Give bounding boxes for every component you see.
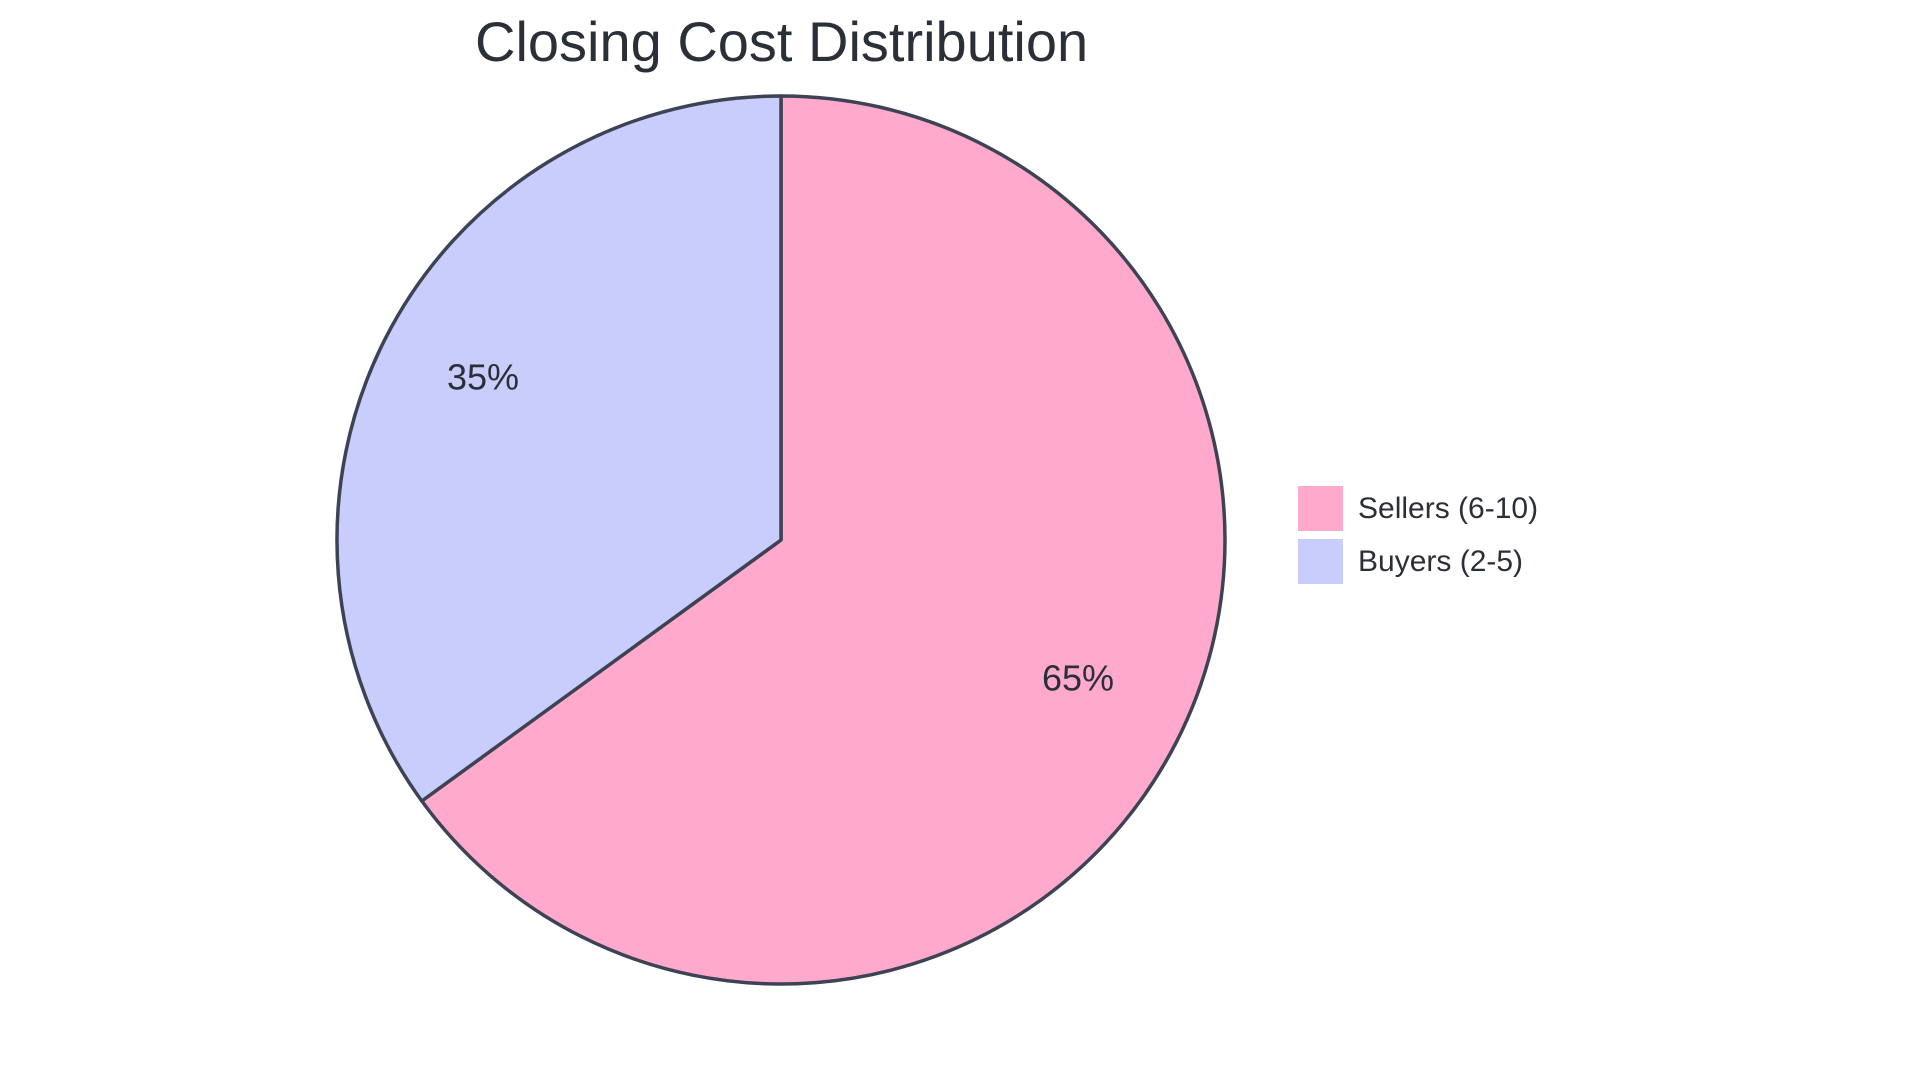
svg-text:65%: 65%: [1042, 658, 1114, 699]
svg-text:35%: 35%: [447, 357, 519, 398]
